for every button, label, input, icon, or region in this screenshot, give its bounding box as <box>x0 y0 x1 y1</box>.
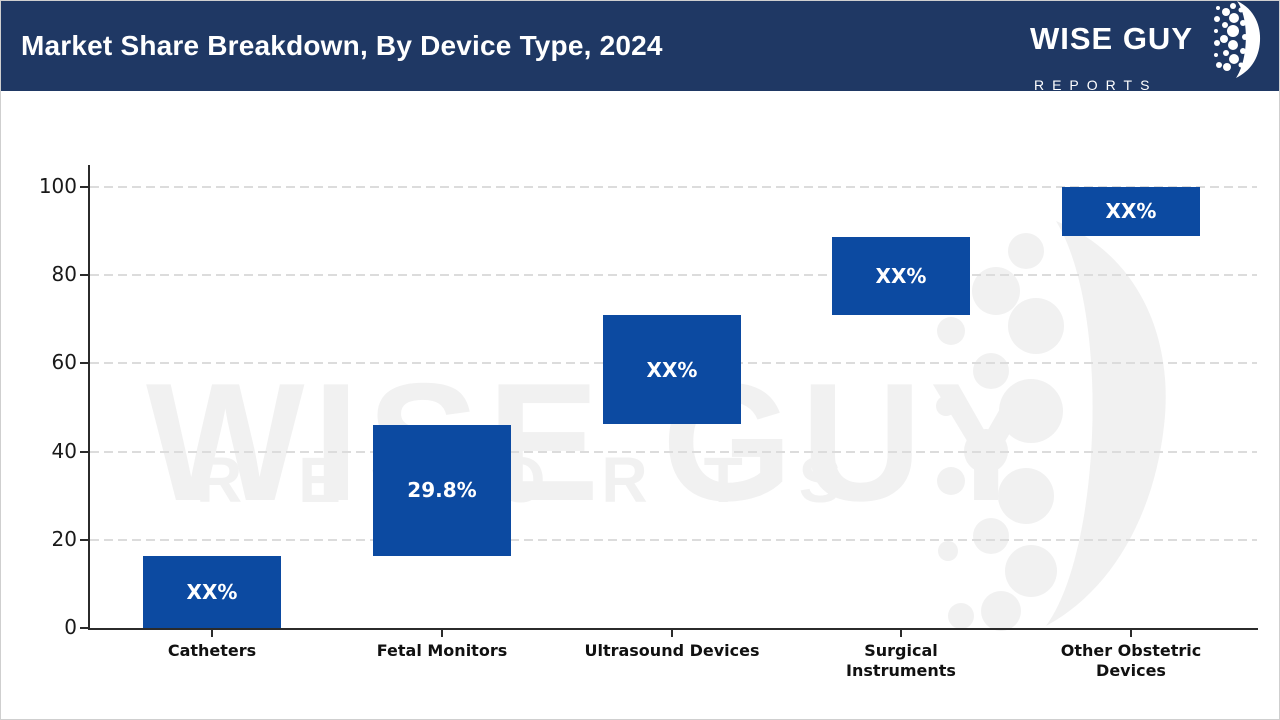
category-label: Other Obstetric Devices <box>1060 641 1202 680</box>
bar: 29.8% <box>373 424 511 557</box>
y-tick-mark <box>80 450 88 453</box>
header-bar: Market Share Breakdown, By Device Type, … <box>1 1 1279 93</box>
y-tick-mark <box>80 186 88 188</box>
page-title: Market Share Breakdown, By Device Type, … <box>21 30 663 61</box>
bar: XX% <box>832 236 970 315</box>
y-tick-label: 80 <box>51 262 77 287</box>
logo-subtext: REPORTS <box>1033 77 1158 93</box>
bar-value-label: XX% <box>186 580 238 605</box>
x-tick-mark <box>441 630 443 637</box>
y-tick-label: 60 <box>51 350 77 375</box>
bar-value-label: 29.8% <box>407 478 477 503</box>
y-tick-mark <box>80 362 88 365</box>
logo-face-icon <box>1214 1 1261 78</box>
y-tick-mark <box>80 274 88 277</box>
bar-value-label: XX% <box>875 263 927 288</box>
y-tick-label: 20 <box>51 526 77 551</box>
category-label: Fetal Monitors <box>376 641 508 660</box>
y-tick-label: 100 <box>38 174 77 198</box>
category-label: Surgical Instruments <box>846 641 956 680</box>
y-tick-label: 0 <box>64 615 77 639</box>
y-tick-label: 40 <box>51 438 77 463</box>
x-tick-mark <box>900 630 902 637</box>
logo-wordmark: WISE GUY <box>1029 21 1193 56</box>
gridline <box>90 186 1257 188</box>
y-tick-mark <box>80 627 88 629</box>
plot: 0 20 40 60 80 100 XX% Catheters 29.8% Fetal Monit… <box>1 91 1279 717</box>
bar-value-label: XX% <box>646 357 698 382</box>
gridline <box>90 450 1257 453</box>
y-axis <box>88 165 90 630</box>
brand-logo: WISE GUY REPORTS <box>1029 1 1261 93</box>
gridline <box>90 274 1257 277</box>
bar: XX% <box>143 556 281 628</box>
bar-value-label: XX% <box>1105 199 1157 224</box>
chart-area: WISE GUY REPORTS 0 20 40 60 80 100 XX% Catheter… <box>1 91 1279 717</box>
x-axis <box>88 628 1258 630</box>
bar: XX% <box>603 314 741 425</box>
category-label: Catheters <box>167 641 257 660</box>
gridline <box>90 538 1257 541</box>
x-tick-mark <box>1130 630 1132 637</box>
bar: XX% <box>1062 187 1200 236</box>
y-tick-mark <box>80 538 88 541</box>
x-tick-mark <box>671 630 673 637</box>
category-label: Ultrasound Devices <box>584 641 760 660</box>
x-tick-mark <box>211 630 213 637</box>
